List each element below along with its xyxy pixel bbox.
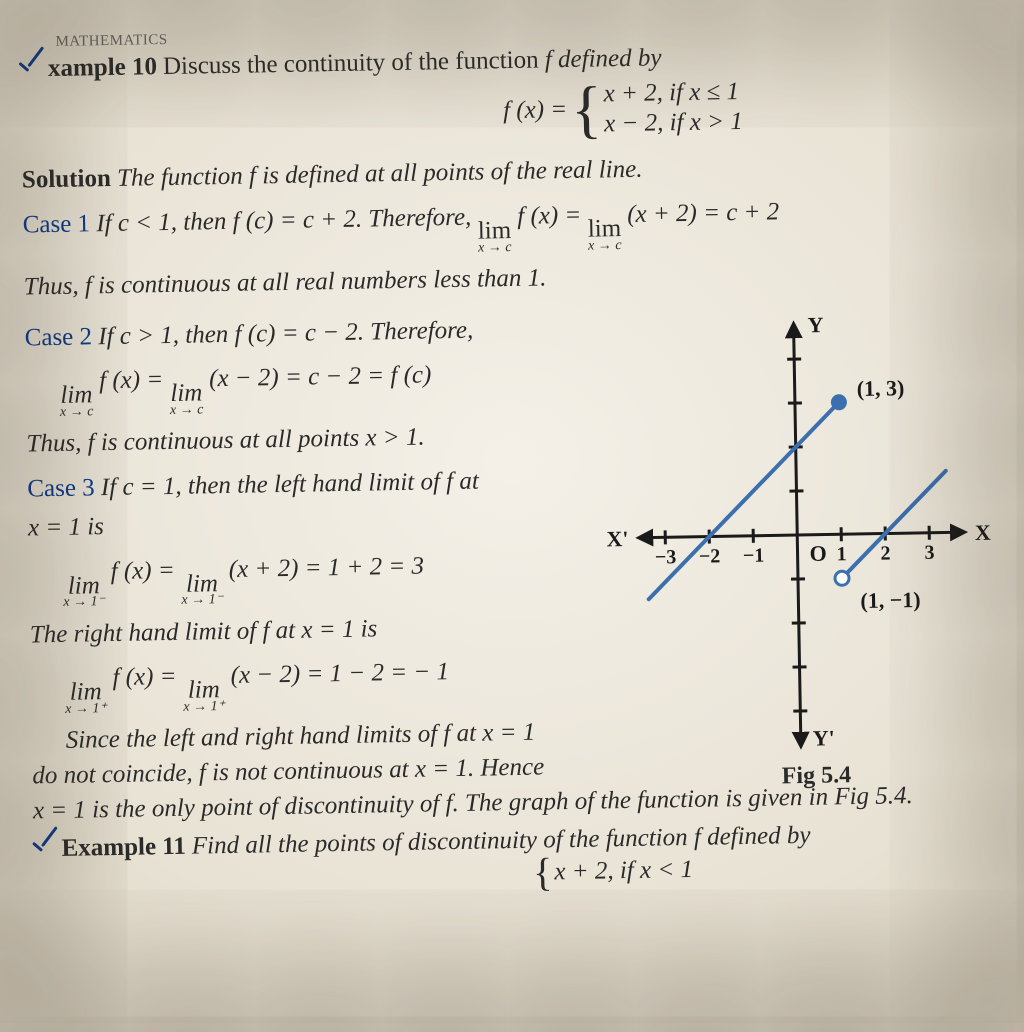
piecewise-row-1: x + 2, if x ≤ 1 — [603, 77, 742, 109]
figure-5-4: 1 2 3 −3 −2 −1 Y Y' X X' O (1, 3) (1, −1) — [568, 296, 996, 773]
svg-text:(1, −1): (1, −1) — [860, 586, 921, 612]
case-2-head: Case 2 If c > 1, then f (c) = c − 2. The… — [24, 310, 555, 358]
case-2-label: Case 2 — [24, 323, 92, 351]
example-10-label: xample 10 — [48, 53, 158, 83]
bottom-fragment: x + 2, if x < 1 — [554, 855, 693, 887]
case-1-lim-2-of: (x + 2) = c + 2 — [627, 198, 779, 228]
case-1-lim-1: limx → c — [478, 219, 512, 255]
case-3-label: Case 3 — [27, 474, 95, 502]
svg-text:3: 3 — [924, 541, 934, 563]
svg-text:−3: −3 — [655, 546, 677, 568]
case-1-mid: f (x) = — [517, 201, 588, 229]
case-3-head-a: If c = 1, then the left hand limit of f … — [94, 468, 479, 502]
checkmark-icon — [27, 835, 55, 863]
example-10-prompt-a: Discuss the continuity of the — [163, 48, 456, 80]
case-3-rhl: limx → 1⁺ f (x) = limx → 1⁺ (x − 2) = 1 … — [64, 652, 561, 717]
case-2-limit-line: limx → c f (x) = limx → c (x − 2) = c − … — [59, 355, 556, 420]
solution-text: The function f is defined at all points … — [111, 156, 643, 192]
example-11-label: Example 11 — [61, 832, 186, 862]
svg-text:1: 1 — [836, 543, 846, 565]
svg-text:(1, 3): (1, 3) — [856, 375, 904, 401]
svg-text:−1: −1 — [743, 544, 765, 566]
piecewise-definition: f (x) = { x + 2, if x ≤ 1 x − 2, if x > … — [260, 73, 985, 146]
case-3-rhl-intro: The right hand limit of f at x = 1 is — [30, 607, 561, 655]
case-1: Case 1 If c < 1, then f (c) = c + 2. The… — [22, 189, 987, 262]
case-1-text-a: If c < 1, then f (c) = c + 2. Therefore, — [90, 203, 478, 237]
svg-text:2: 2 — [880, 542, 890, 564]
solution-label: Solution — [22, 165, 111, 194]
svg-text:Y: Y — [807, 312, 823, 337]
svg-text:X: X — [975, 519, 991, 544]
example-10-prompt-c: f defined by — [538, 44, 661, 73]
piecewise-row-2: x − 2, if x > 1 — [604, 107, 743, 139]
left-brace-icon: { — [571, 81, 603, 139]
piecewise-lhs: f (x) = — [503, 96, 568, 125]
svg-text:−2: −2 — [699, 545, 721, 567]
svg-text:O: O — [809, 540, 827, 565]
left-brace-icon: { — [533, 854, 553, 890]
checkmark-icon — [14, 55, 42, 83]
svg-text:Y': Y' — [813, 725, 835, 750]
case-1-lim-2: limx → c — [588, 217, 622, 253]
case-1-label: Case 1 — [22, 210, 90, 238]
case-2-head-text: If c > 1, then f (c) = c − 2. Therefore, — [92, 316, 474, 350]
case-3-lhl: limx → 1⁻ f (x) = limx → 1⁻ (x + 2) = 1 … — [62, 545, 559, 610]
example-10-prompt-b: function — [455, 46, 539, 74]
svg-text:X': X' — [606, 526, 628, 551]
case-2-conclusion: Thus, f is continuous at all points x > … — [26, 417, 557, 465]
